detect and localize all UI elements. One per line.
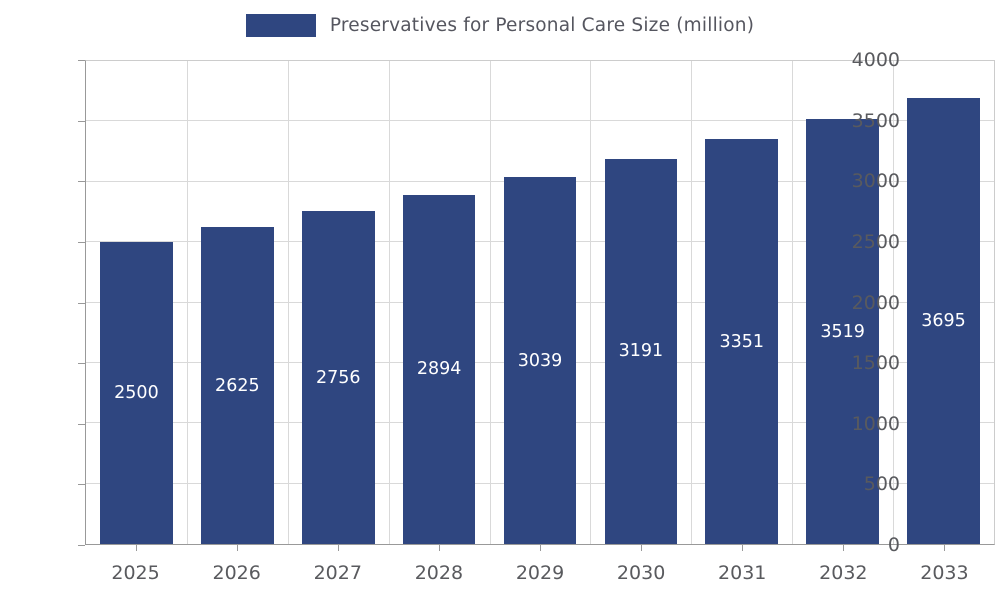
bar <box>806 119 879 544</box>
bar-value-label: 3695 <box>921 310 966 331</box>
y-tick-label: 3500 <box>851 109 900 132</box>
x-tick-label: 2031 <box>718 562 767 584</box>
x-tick-mark <box>236 545 238 551</box>
bar-value-label: 3519 <box>820 321 865 342</box>
x-tick-mark <box>337 545 339 551</box>
bar-value-label: 2756 <box>315 367 361 388</box>
bar <box>705 139 779 544</box>
bar <box>604 158 678 544</box>
gridline-horizontal <box>86 120 994 122</box>
bar <box>402 194 476 544</box>
y-tick-mark <box>78 241 85 243</box>
gridline-vertical <box>186 61 188 544</box>
y-tick-mark <box>78 545 85 546</box>
x-tick-label: 2030 <box>616 562 666 584</box>
x-tick-label: 2027 <box>313 562 362 584</box>
y-tick-mark <box>78 423 85 425</box>
gridline-vertical <box>287 61 289 544</box>
x-tick-mark <box>944 545 946 551</box>
gridline-vertical <box>489 61 491 544</box>
y-tick-label: 1000 <box>851 412 900 435</box>
x-tick-mark <box>843 545 845 551</box>
bar-value-label: 3191 <box>618 341 664 362</box>
x-tick-mark <box>742 545 744 551</box>
chart-title: Preservatives for Personal Care Size (mi… <box>329 15 755 36</box>
bar <box>201 227 274 544</box>
x-tick-mark <box>641 545 643 551</box>
legend-swatch <box>245 14 316 37</box>
x-tick-label: 2026 <box>212 562 261 584</box>
bar <box>301 211 375 544</box>
y-tick-mark <box>78 484 85 486</box>
y-tick-label: 4000 <box>851 49 900 71</box>
gridline-vertical <box>590 61 592 544</box>
y-tick-mark <box>78 302 85 304</box>
y-tick-label: 500 <box>863 473 900 496</box>
plot-area: 2500 2625 2756 2894 3039 3191 3351 3519 3695 <box>85 60 995 545</box>
chart-legend: Preservatives for Personal Care Size (mi… <box>0 14 1000 37</box>
y-tick-mark <box>78 120 85 122</box>
y-tick-mark <box>78 60 85 61</box>
gridline-vertical <box>388 61 390 544</box>
gridline-vertical <box>691 61 693 544</box>
bar <box>100 242 173 544</box>
bar-value-label: 2500 <box>114 383 159 404</box>
bar-value-label: 3039 <box>517 350 563 371</box>
x-tick-mark <box>540 545 541 551</box>
y-tick-mark <box>78 363 85 365</box>
x-tick-label: 2025 <box>111 562 160 584</box>
bar-value-label: 3351 <box>719 331 765 352</box>
y-tick-label: 2000 <box>851 291 900 314</box>
y-tick-label: 3000 <box>851 170 900 193</box>
x-tick-mark <box>438 545 440 551</box>
x-tick-label: 2029 <box>515 562 565 584</box>
bar <box>503 177 577 544</box>
x-tick-label: 2032 <box>819 562 868 584</box>
gridline-vertical <box>792 61 794 544</box>
y-tick-mark <box>78 181 85 183</box>
x-tick-label: 2028 <box>414 562 464 584</box>
bar-value-label: 2625 <box>215 375 260 396</box>
y-tick-label: 0 <box>887 534 900 556</box>
y-tick-label: 2500 <box>851 230 900 253</box>
y-tick-label: 1500 <box>851 352 900 375</box>
bar <box>907 97 980 544</box>
x-tick-label: 2033 <box>920 562 969 584</box>
x-tick-mark <box>135 545 137 551</box>
bar-value-label: 2894 <box>416 359 462 380</box>
gridline-vertical <box>893 61 895 544</box>
